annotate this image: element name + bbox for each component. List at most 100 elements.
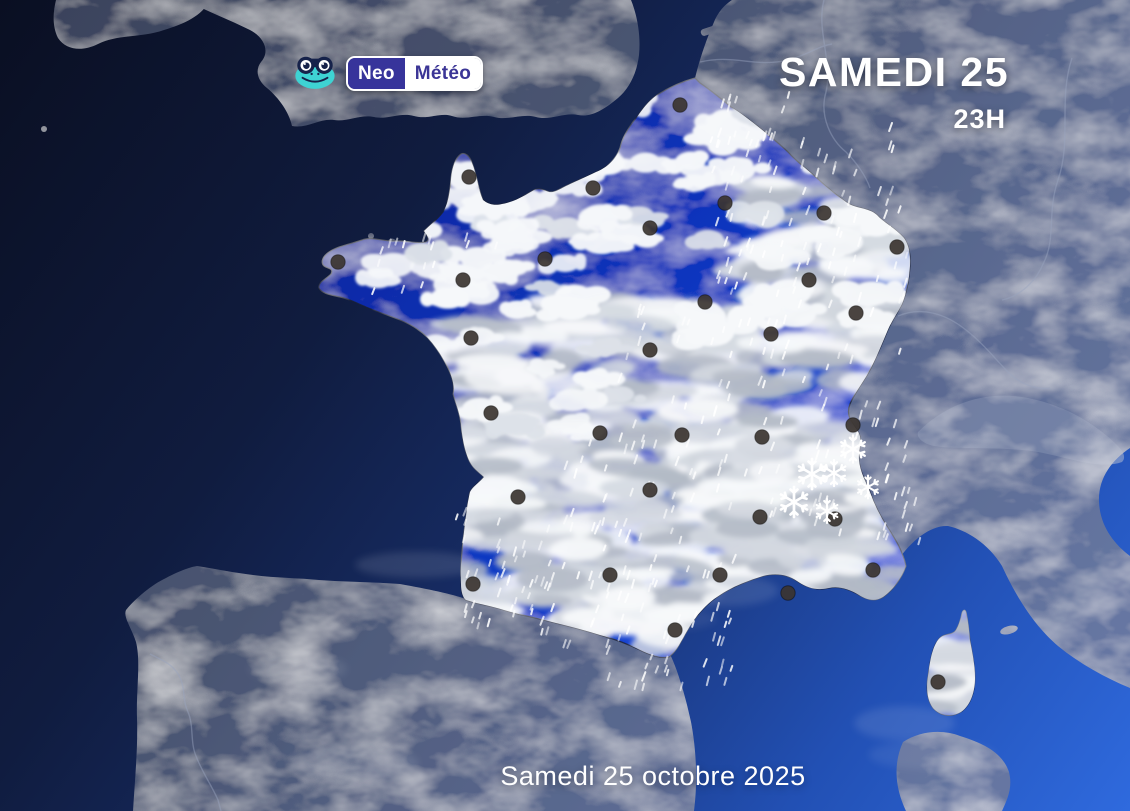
rain-streak (835, 226, 840, 237)
rain-streak (913, 496, 918, 507)
rain-streak (641, 439, 646, 449)
rain-streak (729, 664, 734, 672)
cloud (561, 607, 615, 626)
rain-streak (886, 437, 891, 446)
rain-streak (624, 535, 629, 543)
rain-streak (601, 517, 606, 526)
rain-streak (478, 611, 482, 620)
rain-streak (602, 493, 607, 503)
rain-streak (588, 570, 593, 582)
rain-streak (871, 417, 876, 428)
cloud (572, 367, 626, 390)
rain-streak (663, 664, 668, 673)
rain-streak (540, 627, 544, 636)
rain-streak (549, 578, 553, 588)
rain-streak (906, 486, 911, 494)
rain-streak (521, 585, 526, 594)
rain-streak (771, 131, 777, 142)
rain-streak (857, 291, 862, 303)
rain-streak (602, 544, 607, 552)
rain-streak (765, 210, 770, 220)
city-marker (592, 425, 608, 441)
rain-streak (618, 528, 623, 537)
rain-streak (664, 634, 670, 645)
rain-streak (780, 105, 786, 114)
city-marker (672, 97, 688, 113)
rain-streak (691, 620, 695, 628)
city-marker (754, 429, 770, 445)
rain-streak (685, 438, 690, 448)
cloud (657, 398, 739, 423)
rain-streak (726, 609, 731, 618)
cloud (475, 259, 536, 286)
rain-streak (743, 468, 748, 477)
rain-streak (792, 286, 797, 294)
rain-streak (420, 281, 424, 289)
rain-streak (829, 499, 835, 509)
rain-streak (720, 98, 725, 109)
rain-streak (702, 658, 708, 668)
rain-streak (858, 409, 863, 420)
rain-streak (579, 455, 584, 464)
rain-streak (723, 236, 729, 247)
rain-streak (782, 314, 787, 325)
rain-streak (715, 483, 720, 493)
rain-streak (875, 274, 880, 283)
rain-streak (893, 261, 898, 270)
rain-streak (618, 680, 622, 688)
cloud (568, 231, 641, 255)
rain-streak (606, 582, 611, 592)
rain-streak (792, 276, 798, 287)
rain-streak (718, 378, 723, 387)
rain-streak (626, 529, 632, 537)
cloud (628, 466, 691, 483)
rain-streak (799, 140, 804, 149)
rain-streak (521, 539, 526, 549)
rain-streak (625, 625, 631, 635)
rain-streak (617, 634, 622, 642)
rain-streak (716, 270, 721, 280)
rain-streak (901, 290, 906, 301)
rain-streak (512, 546, 517, 557)
rain-streak (603, 464, 608, 472)
rain-streak (772, 165, 778, 176)
city-marker (463, 330, 479, 346)
cloud (360, 252, 416, 279)
elba-island (1000, 625, 1018, 635)
rain-streak (852, 212, 858, 223)
rain-streak (723, 676, 728, 686)
continent-landmass (694, 0, 1130, 688)
rain-streak (717, 127, 723, 138)
rain-streak (849, 354, 854, 365)
rain-streak (721, 658, 725, 667)
brand-secondary-label: Météo (404, 57, 482, 89)
rain-streak (371, 287, 376, 296)
rain-streak (723, 620, 728, 628)
rain-streak (815, 167, 820, 178)
rain-streak (712, 632, 717, 642)
rain-streak (529, 604, 534, 611)
rain-streak (638, 303, 642, 311)
city-marker (585, 180, 601, 196)
cloud (805, 514, 865, 539)
rain-streak (665, 668, 670, 677)
rain-streak (473, 568, 479, 579)
city-marker (510, 489, 526, 505)
rain-streak (890, 144, 895, 154)
rain-streak (904, 251, 909, 259)
rain-streak (598, 571, 603, 579)
rain-streak (831, 275, 836, 284)
city-marker (642, 220, 658, 236)
cloud (818, 207, 891, 237)
cloud (684, 229, 731, 250)
rain-streak (605, 591, 610, 599)
cloud (788, 568, 833, 585)
rain-streak (637, 335, 642, 347)
rain-streak (800, 158, 805, 169)
cloud (410, 259, 457, 282)
rain-streak (726, 101, 731, 112)
rain-streak (885, 473, 890, 484)
rain-streak (471, 600, 476, 609)
rain-streak (725, 256, 730, 267)
city-marker (848, 305, 864, 321)
